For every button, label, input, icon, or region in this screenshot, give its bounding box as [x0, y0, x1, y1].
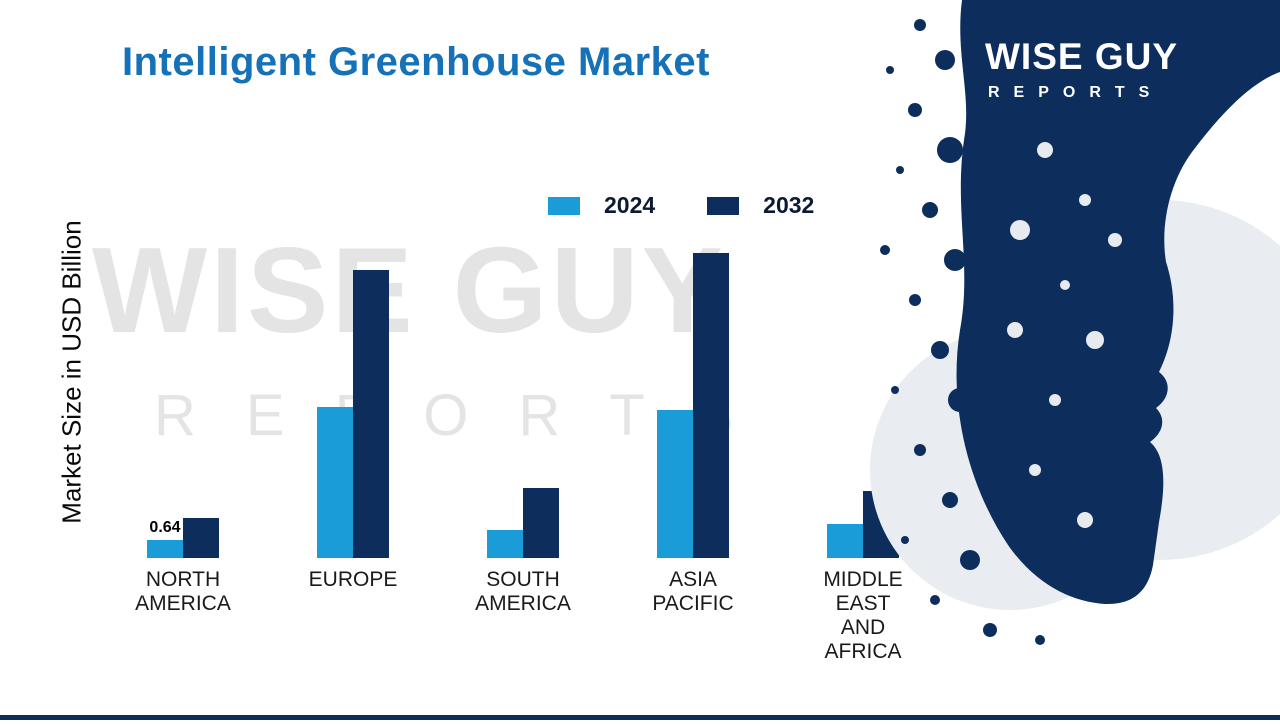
logo-wordmark: WISE GUY REPORTS: [985, 36, 1178, 102]
bar-value-label: 0.64: [149, 519, 181, 536]
y-axis-label: Market Size in USD Billion: [56, 220, 87, 524]
category-label: MIDDLE EAST AND AFRICA: [823, 568, 903, 664]
category-label: ASIA PACIFIC: [652, 568, 734, 616]
bar-slot: [183, 518, 219, 558]
bar-slot: [523, 488, 559, 558]
bar-slot: [827, 524, 863, 558]
bar-slot: [487, 530, 523, 558]
bar-slot: [693, 253, 729, 558]
brand-head-graphic: [860, 0, 1280, 720]
bar-pair: [487, 488, 559, 558]
legend-item-2024: 2024: [548, 192, 655, 219]
bar-chart: 0.64 NORTH AMERICA EUROPE SOUTH AMERICA ASIA PA…: [98, 222, 948, 663]
bottom-accent-bar: [0, 715, 1280, 720]
page-title: Intelligent Greenhouse Market: [122, 40, 710, 84]
legend-item-2032: 2032: [707, 192, 814, 219]
legend: 2024 2032: [548, 192, 814, 219]
legend-swatch-2032: [707, 196, 740, 215]
bar-group-south-america: SOUTH AMERICA: [438, 222, 608, 615]
legend-swatch-2024: [548, 196, 580, 215]
bar-2032-north-america: [183, 518, 219, 558]
bar-2032-asia-pacific: [693, 253, 729, 558]
category-label: NORTH AMERICA: [135, 568, 231, 616]
bar-slot: 0.64: [147, 519, 183, 558]
watermark-line2: REPORTS: [154, 383, 784, 448]
watermark: WISE GUY REPORTS: [92, 220, 783, 449]
bar-pair: 0.64: [147, 518, 219, 558]
bar-2032-europe: [353, 270, 389, 558]
logo-line1: WISE GUY: [985, 36, 1179, 77]
bar-2024-south-america: [487, 530, 523, 558]
brand-head-svg: [870, 0, 1280, 645]
category-label: EUROPE: [308, 568, 398, 591]
bar-group-north-america: 0.64 NORTH AMERICA: [98, 222, 268, 615]
bar-2032-south-america: [523, 488, 559, 558]
bar-2024-asia-pacific: [657, 410, 693, 558]
category-label: SOUTH AMERICA: [475, 568, 571, 616]
bar-pair: [317, 270, 389, 558]
legend-label-2024: 2024: [604, 192, 656, 218]
bar-slot: [353, 270, 389, 558]
logo-line2: REPORTS: [988, 84, 1164, 101]
bar-group-asia-pacific: ASIA PACIFIC: [608, 222, 778, 615]
bar-2024-europe: [317, 407, 353, 558]
bar-slot: [317, 407, 353, 558]
bar-group-europe: EUROPE: [268, 222, 438, 591]
legend-label-2032: 2032: [763, 192, 815, 218]
bar-pair: [657, 253, 729, 558]
bar-2024-middle-east-and-africa: [827, 524, 863, 558]
bar-2024-north-america: [147, 540, 183, 558]
watermark-line1: WISE GUY: [92, 222, 727, 358]
bar-slot: [657, 410, 693, 558]
